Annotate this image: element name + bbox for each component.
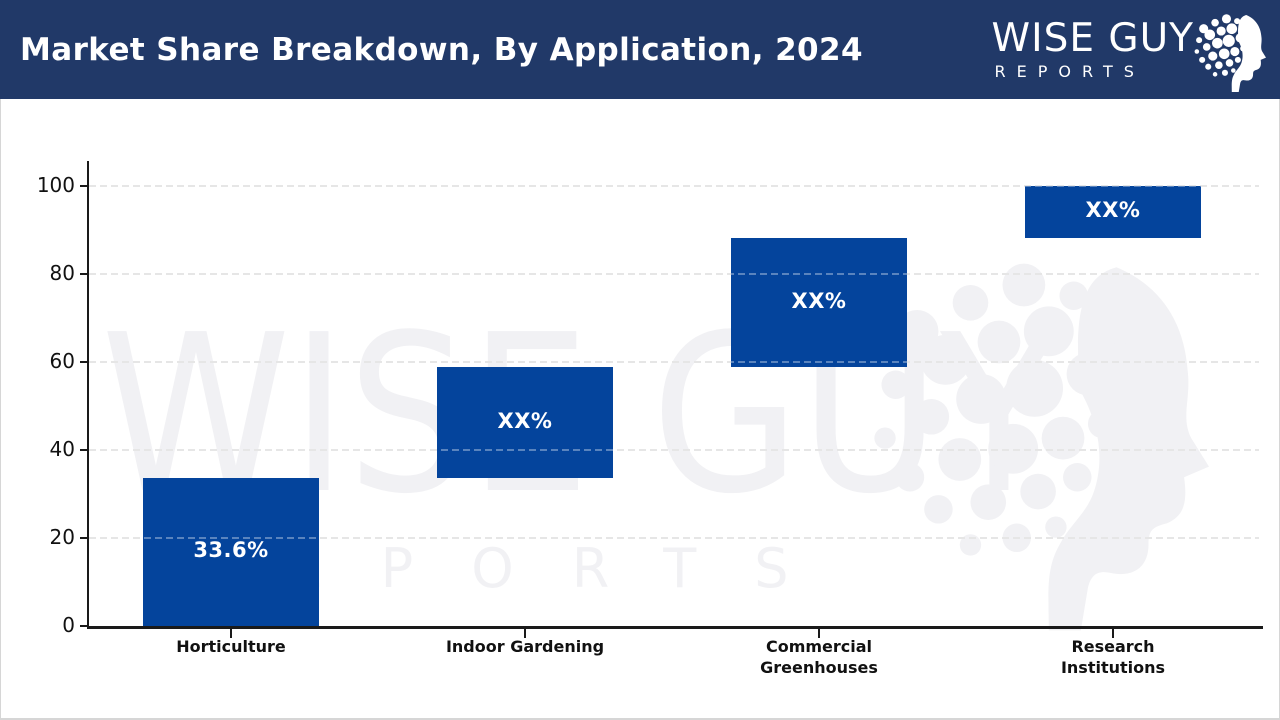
gridline-overlay <box>89 361 1259 363</box>
category-label: Horticulture <box>176 637 286 656</box>
bar-horticulture <box>143 478 319 626</box>
x-axis-tick <box>230 629 232 638</box>
gridline <box>89 537 1259 539</box>
y-axis-tick <box>80 449 89 451</box>
x-axis-tick <box>524 629 526 638</box>
logo-wordmark-main: WISE GUY <box>991 15 1194 61</box>
y-axis-tick <box>80 625 89 627</box>
brand-logo: WISE GUY REPORTS <box>992 8 1266 92</box>
bar-value-label: XX% <box>497 408 553 433</box>
logo-wordmark-sub: REPORTS <box>994 61 1145 81</box>
x-axis-line <box>87 626 1263 629</box>
gridline-overlay <box>89 185 1259 187</box>
y-axis-tick <box>80 361 89 363</box>
y-tick-label: 80 <box>49 261 75 285</box>
y-axis-tick <box>80 273 89 275</box>
y-axis-line <box>87 161 89 629</box>
gridline-overlay <box>89 537 1259 539</box>
y-tick-label: 0 <box>62 613 75 637</box>
y-tick-label: 20 <box>49 525 75 549</box>
gridline <box>89 273 1259 275</box>
bar-research-institutions <box>1025 186 1201 238</box>
y-tick-label: 40 <box>49 437 75 461</box>
x-axis-tick <box>818 629 820 638</box>
gridline <box>89 361 1259 363</box>
bar-value-label: 33.6% <box>193 538 269 563</box>
gridline <box>89 185 1259 187</box>
dotted-head-icon <box>1190 8 1266 92</box>
y-axis-tick <box>80 185 89 187</box>
bar-value-label: XX% <box>791 288 847 313</box>
gridline-overlay <box>89 273 1259 275</box>
plot-area: 0 20 40 60 80 100 33.6% XX% XX% XX% Horticulture In… <box>1 99 1279 718</box>
x-axis-tick <box>1112 629 1114 638</box>
category-label: Indoor Gardening <box>445 637 605 656</box>
bar-indoor-gardening <box>437 367 613 479</box>
gridline-overlay <box>89 449 1259 451</box>
logo-wordmark: WISE GUY REPORTS <box>992 19 1194 81</box>
gridline <box>89 449 1259 451</box>
category-label: Commercial Greenhouses <box>760 637 878 678</box>
category-label: Research Institutions <box>1060 637 1166 678</box>
bar-value-label: XX% <box>1085 197 1141 222</box>
y-tick-label: 100 <box>36 173 75 197</box>
y-axis-tick <box>80 537 89 539</box>
chart-canvas: WISE GUY REPORTS 0 20 40 60 80 100 33.6% XX% XX%… <box>0 99 1280 720</box>
y-tick-label: 60 <box>49 349 75 373</box>
chart-title: Market Share Breakdown, By Application, … <box>20 31 863 68</box>
header-bar: Market Share Breakdown, By Application, … <box>0 0 1280 99</box>
